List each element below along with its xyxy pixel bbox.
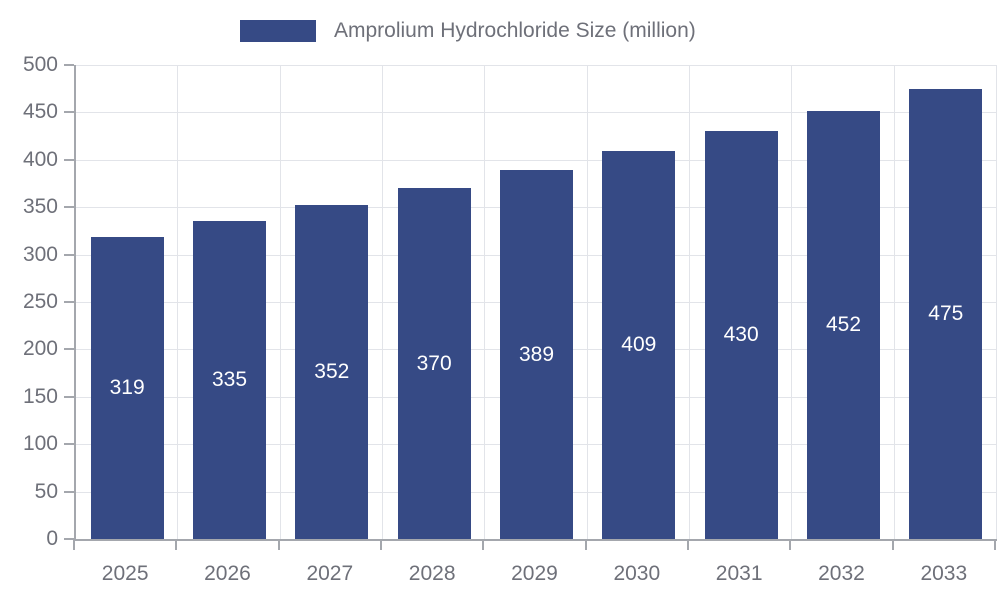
gridline-horizontal: [76, 159, 997, 161]
y-axis-tick: [64, 111, 74, 114]
bar-value-label: 389: [518, 342, 555, 366]
bar-2028[interactable]: 370: [397, 188, 471, 539]
bar-value-label: 352: [314, 360, 350, 384]
x-axis-tick: [482, 540, 485, 550]
x-axis-label-2025: 2025: [101, 562, 149, 585]
y-axis-tick-label: 150: [22, 384, 58, 408]
x-axis-label-2031: 2031: [715, 562, 763, 585]
chart-legend[interactable]: Amprolium Hydrochloride Size (million): [240, 19, 696, 43]
y-axis-tick-label: 50: [34, 479, 58, 503]
gridline-vertical: [893, 65, 895, 539]
x-axis-label-2029: 2029: [511, 562, 558, 585]
y-axis-tick: [64, 301, 74, 303]
y-axis-tick: [64, 348, 74, 351]
plot-area: 319 335 352 370 389 409 430 452 475: [74, 65, 997, 541]
bar-2030[interactable]: 409: [602, 151, 676, 539]
y-axis-tick-label: 300: [22, 242, 58, 266]
legend-label: Amprolium Hydrochloride Size (million): [334, 19, 696, 42]
bar-2027[interactable]: 352: [295, 205, 369, 539]
y-axis-tick-label: 500: [22, 53, 58, 76]
x-axis-tick: [73, 540, 75, 550]
y-axis-tick: [64, 64, 74, 66]
x-axis-label-2032: 2032: [818, 562, 865, 585]
gridline-horizontal: [76, 65, 997, 66]
gridline-vertical: [996, 65, 997, 539]
gridline-vertical: [279, 65, 281, 539]
bar-2033[interactable]: 475: [909, 88, 983, 539]
bar-2025[interactable]: 319: [90, 236, 164, 539]
gridline-horizontal: [76, 112, 997, 114]
y-axis-tick: [64, 538, 74, 540]
y-axis-tick: [64, 490, 74, 493]
legend-swatch: [240, 20, 316, 42]
x-axis-tick: [994, 540, 996, 550]
x-axis-tick: [380, 540, 382, 550]
y-axis-tick-label: 200: [22, 337, 58, 361]
y-axis-tick-label: 0: [46, 527, 58, 550]
y-axis-tick-label: 250: [22, 290, 58, 313]
y-axis-tick-label: 450: [22, 100, 58, 124]
y-axis-tick-label: 400: [22, 147, 58, 171]
gridline-vertical: [689, 65, 690, 539]
y-axis-tick: [64, 443, 74, 446]
bar-value-label: 475: [928, 301, 964, 325]
x-axis-tick: [277, 540, 280, 550]
bar-value-label: 370: [416, 351, 452, 375]
gridline-vertical: [382, 65, 383, 539]
bar-value-label: 409: [621, 333, 657, 357]
y-axis-tick: [64, 158, 74, 161]
x-axis-label-2026: 2026: [204, 562, 251, 585]
bar-2031[interactable]: 430: [704, 131, 778, 539]
bar-2026[interactable]: 335: [193, 221, 266, 539]
gridline-vertical: [484, 65, 486, 539]
y-axis-tick-label: 100: [22, 432, 58, 456]
gridline-vertical: [791, 65, 793, 539]
x-axis-label-2030: 2030: [613, 562, 661, 585]
y-axis-tick: [64, 253, 74, 256]
y-axis-tick: [64, 206, 74, 209]
bar-2029[interactable]: 389: [500, 170, 573, 539]
x-axis-tick: [175, 540, 178, 550]
x-axis-label-2027: 2027: [306, 562, 354, 585]
bar-value-label: 452: [825, 312, 862, 336]
x-axis-label-2028: 2028: [408, 562, 456, 585]
gridline-vertical: [177, 65, 179, 539]
x-axis-tick: [891, 540, 894, 550]
y-axis-tick-label: 350: [22, 195, 58, 219]
bar-value-label: 430: [723, 323, 759, 347]
bar-2032[interactable]: 452: [807, 110, 880, 539]
x-axis-tick: [687, 540, 689, 550]
bar-value-label: 335: [211, 368, 248, 392]
y-axis-tick: [64, 395, 74, 398]
x-axis-tick: [584, 540, 587, 550]
x-axis-label-2033: 2033: [920, 562, 968, 585]
x-axis-tick: [789, 540, 792, 550]
bar-value-label: 319: [109, 375, 145, 399]
gridline-vertical: [586, 65, 588, 539]
